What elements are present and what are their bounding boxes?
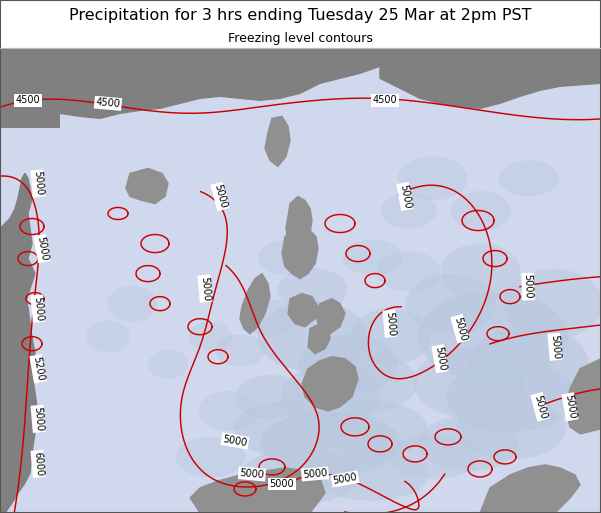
- Ellipse shape: [503, 269, 601, 339]
- Text: 5000: 5000: [302, 468, 328, 480]
- Ellipse shape: [278, 268, 347, 312]
- Ellipse shape: [261, 411, 400, 476]
- Ellipse shape: [418, 291, 568, 382]
- Polygon shape: [565, 359, 601, 434]
- Ellipse shape: [380, 193, 437, 229]
- Text: Precipitation for 3 hrs ending Tuesday 25 Mar at 2pm PST: Precipitation for 3 hrs ending Tuesday 2…: [69, 8, 532, 23]
- Text: 5000: 5000: [549, 334, 561, 360]
- Ellipse shape: [257, 301, 368, 371]
- Polygon shape: [190, 468, 325, 513]
- Text: 5000: 5000: [222, 434, 248, 448]
- Ellipse shape: [281, 365, 380, 429]
- Polygon shape: [240, 273, 270, 333]
- Text: 5000: 5000: [398, 184, 412, 209]
- Polygon shape: [288, 293, 318, 327]
- Text: 5000: 5000: [332, 472, 358, 486]
- Ellipse shape: [86, 320, 130, 352]
- Text: 5000: 5000: [532, 393, 548, 420]
- Text: 5000: 5000: [32, 171, 44, 196]
- Ellipse shape: [377, 251, 441, 291]
- Text: 5000: 5000: [35, 235, 49, 262]
- Text: 5000: 5000: [32, 296, 44, 321]
- Text: 5000: 5000: [32, 406, 44, 431]
- Ellipse shape: [328, 355, 418, 411]
- Polygon shape: [302, 357, 358, 411]
- Polygon shape: [0, 252, 38, 513]
- Text: 4500: 4500: [16, 95, 40, 105]
- Text: 5000: 5000: [239, 468, 264, 480]
- Ellipse shape: [446, 362, 576, 432]
- Polygon shape: [0, 48, 400, 119]
- Ellipse shape: [413, 348, 524, 418]
- Ellipse shape: [343, 240, 403, 275]
- Polygon shape: [282, 227, 318, 279]
- Ellipse shape: [107, 286, 157, 322]
- Text: 5000: 5000: [384, 311, 396, 337]
- Text: Freezing level contours: Freezing level contours: [228, 32, 373, 45]
- Ellipse shape: [175, 437, 245, 477]
- Ellipse shape: [233, 401, 344, 458]
- Text: 5000: 5000: [523, 274, 534, 299]
- Ellipse shape: [419, 415, 519, 471]
- Ellipse shape: [242, 300, 299, 336]
- Polygon shape: [0, 48, 35, 329]
- Polygon shape: [286, 196, 312, 249]
- Text: 5000: 5000: [452, 315, 468, 342]
- Text: 5000: 5000: [270, 479, 294, 489]
- Text: 5000: 5000: [433, 346, 447, 372]
- Ellipse shape: [215, 334, 266, 366]
- Ellipse shape: [398, 156, 468, 201]
- Text: 4500: 4500: [373, 95, 397, 105]
- Ellipse shape: [299, 334, 398, 394]
- Polygon shape: [316, 299, 345, 333]
- Ellipse shape: [317, 451, 428, 501]
- Ellipse shape: [258, 240, 319, 275]
- Bar: [0, 48, 60, 128]
- Ellipse shape: [240, 448, 361, 504]
- Ellipse shape: [388, 435, 478, 479]
- Ellipse shape: [236, 375, 305, 419]
- Ellipse shape: [499, 161, 559, 196]
- Polygon shape: [308, 324, 330, 354]
- Text: 4500: 4500: [96, 97, 121, 109]
- Text: 5200: 5200: [31, 356, 45, 382]
- Text: 5000: 5000: [212, 183, 228, 210]
- Ellipse shape: [198, 391, 258, 431]
- Polygon shape: [265, 116, 290, 166]
- Ellipse shape: [317, 401, 428, 458]
- Polygon shape: [126, 168, 168, 204]
- Text: 5000: 5000: [563, 394, 577, 420]
- Polygon shape: [0, 344, 18, 429]
- Polygon shape: [0, 433, 22, 478]
- Text: 6000: 6000: [32, 451, 44, 477]
- Text: 5000: 5000: [199, 276, 211, 301]
- Ellipse shape: [406, 274, 496, 334]
- Ellipse shape: [350, 308, 431, 364]
- Ellipse shape: [148, 349, 188, 379]
- Ellipse shape: [456, 399, 566, 459]
- Polygon shape: [380, 48, 601, 108]
- Ellipse shape: [441, 243, 521, 300]
- Ellipse shape: [188, 321, 233, 351]
- Polygon shape: [480, 465, 580, 513]
- Ellipse shape: [469, 326, 589, 402]
- Ellipse shape: [451, 191, 511, 231]
